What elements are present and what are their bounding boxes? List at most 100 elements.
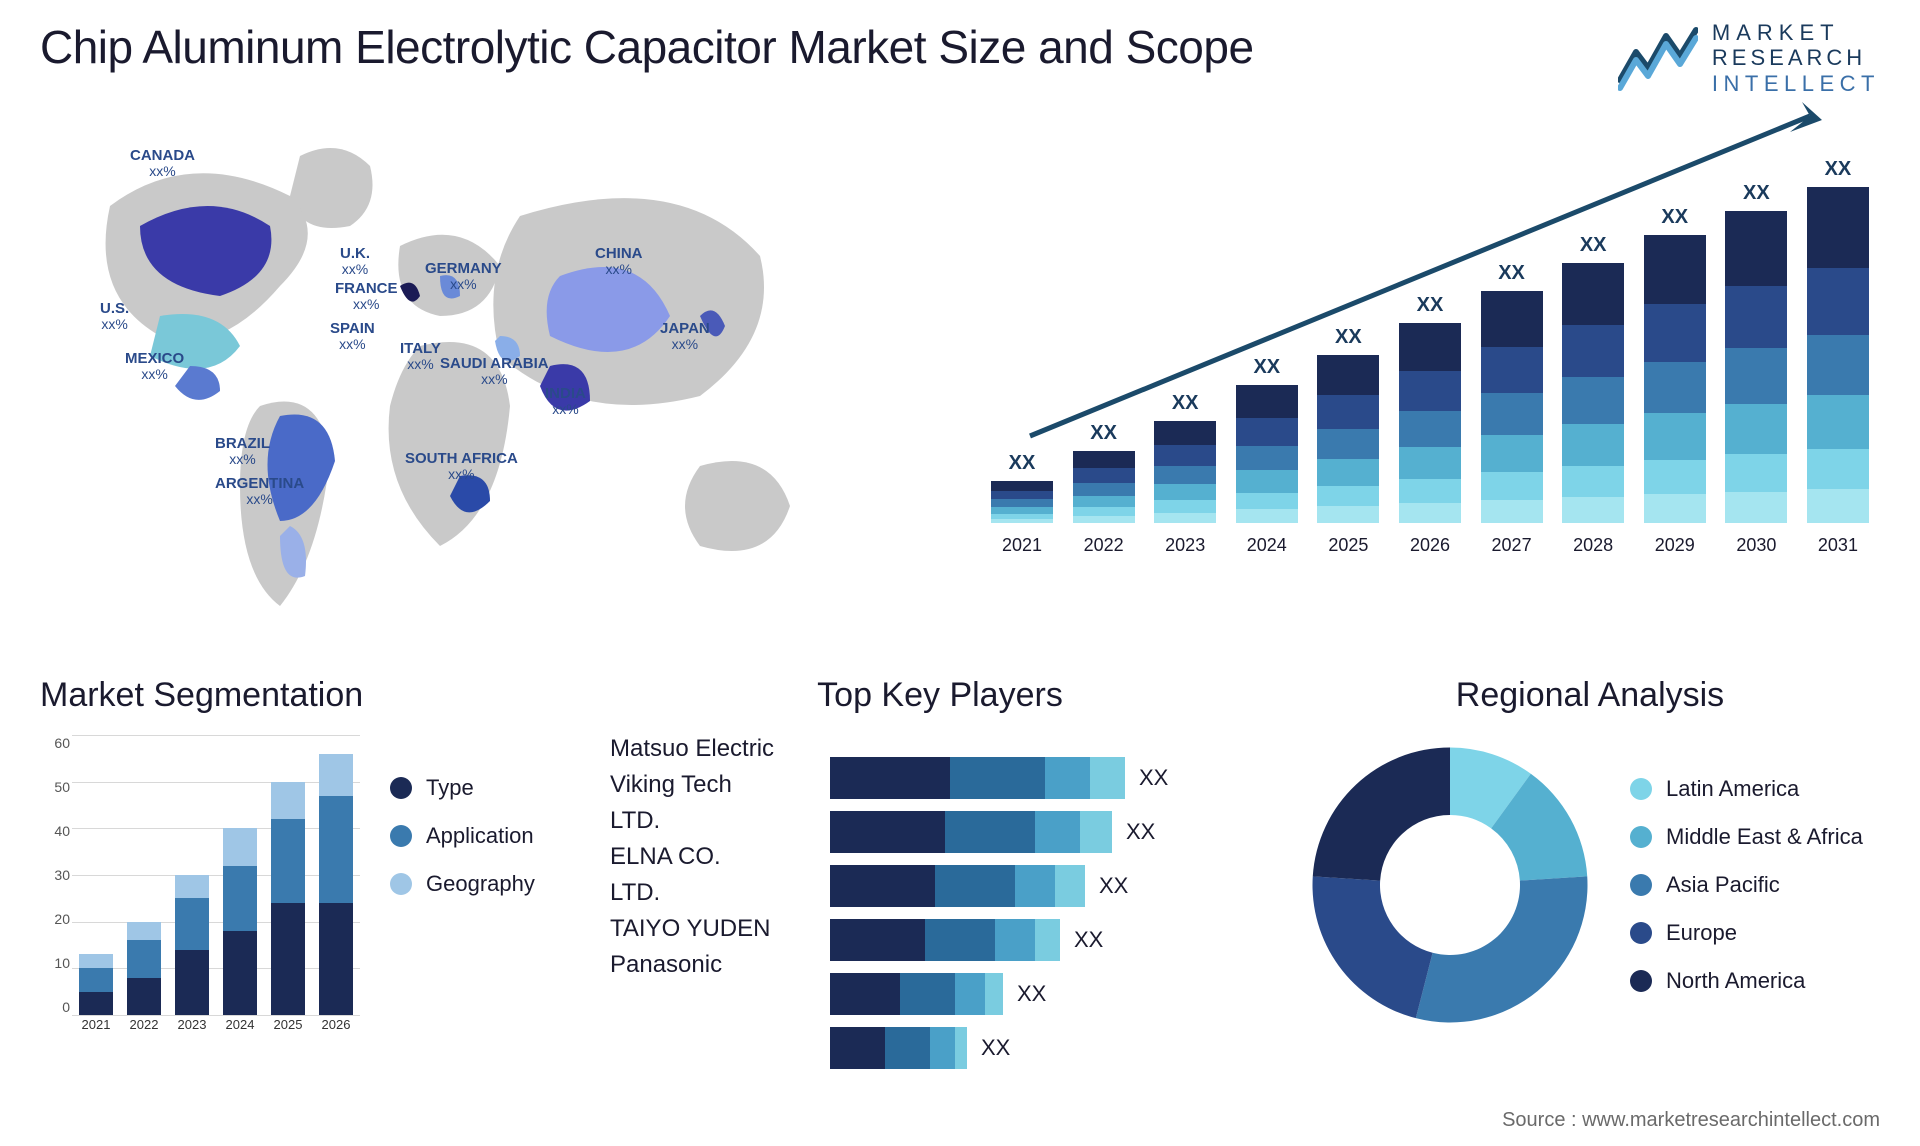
growth-year-label: 2026: [1410, 535, 1450, 556]
growth-chart-panel: XX2021XX2022XX2023XX2024XX2025XX2026XX20…: [980, 126, 1880, 626]
player-bar-row: XX: [830, 811, 1270, 853]
legend-item: North America: [1630, 968, 1863, 994]
growth-column: XX2028: [1561, 234, 1625, 556]
growth-bar-label: XX: [1743, 182, 1770, 205]
regional-title: Regional Analysis: [1300, 676, 1880, 715]
segmentation-chart: 6050403020100 202120222023202420252026: [40, 735, 360, 1045]
page-title: Chip Aluminum Electrolytic Capacitor Mar…: [40, 20, 1254, 74]
legend-item: Type: [390, 775, 535, 801]
x-axis-label: 2025: [274, 1017, 303, 1045]
regional-legend: Latin America Middle East & Africa Asia Pa…: [1630, 776, 1863, 994]
growth-year-label: 2027: [1492, 535, 1532, 556]
players-title: Top Key Players: [610, 676, 1270, 715]
x-axis-label: 2024: [226, 1017, 255, 1045]
player-label: ELNA CO.: [610, 843, 810, 871]
players-labels: Matsuo ElectricViking TechLTD.ELNA CO.LT…: [610, 735, 810, 1069]
regional-panel: Regional Analysis Latin America Middle Ea…: [1300, 676, 1880, 1069]
player-value: XX: [1099, 873, 1128, 899]
map-label: U.K.xx%: [340, 246, 370, 278]
player-label: Panasonic: [610, 951, 810, 979]
legend-item: Asia Pacific: [1630, 872, 1863, 898]
growth-column: XX 2031: [1806, 158, 1870, 556]
seg-column: [319, 754, 353, 1015]
growth-bar-label: XX: [1090, 422, 1117, 445]
player-bar-row: XX: [830, 757, 1270, 799]
map-label: MEXICOxx%: [125, 351, 184, 383]
x-axis-label: 2021: [82, 1017, 111, 1045]
x-axis-label: 2026: [322, 1017, 351, 1045]
x-axis-label: 2022: [130, 1017, 159, 1045]
player-bar-row: XX: [830, 1027, 1270, 1069]
growth-year-label: 2022: [1084, 535, 1124, 556]
players-bars: XX XX XX XX XX XX: [830, 735, 1270, 1069]
growth-year-label: 2021: [1002, 535, 1042, 556]
growth-column: XX 2023: [1153, 392, 1217, 556]
logo-line3: INTELLECT: [1712, 71, 1880, 96]
player-label: Viking Tech: [610, 771, 810, 799]
player-label: TAIYO YUDEN: [610, 915, 810, 943]
player-label: Matsuo Electric: [610, 735, 810, 763]
map-label: CHINAxx%: [595, 246, 643, 278]
seg-column: [127, 922, 161, 1015]
growth-column: XX2025: [1316, 326, 1380, 556]
player-value: XX: [1126, 819, 1155, 845]
growth-bar-label: XX: [1009, 452, 1036, 475]
growth-bar-label: XX: [1335, 326, 1362, 349]
segmentation-title: Market Segmentation: [40, 676, 580, 715]
growth-year-label: 2030: [1736, 535, 1776, 556]
donut-slice: [1313, 747, 1450, 880]
y-axis-tick: 50: [40, 779, 70, 795]
growth-bar-label: XX: [1417, 294, 1444, 317]
growth-bars: XX2021XX2022XX2023XX2024XX2025XX2026XX20…: [980, 176, 1880, 556]
player-bar-row: XX: [830, 919, 1270, 961]
map-label: GERMANYxx%: [425, 261, 502, 293]
growth-year-label: 2024: [1247, 535, 1287, 556]
map-label: JAPANxx%: [660, 321, 710, 353]
growth-bar-label: XX: [1172, 392, 1199, 415]
seg-column: [79, 954, 113, 1015]
growth-column: XX 2030: [1724, 182, 1788, 556]
map-label: BRAZILxx%: [215, 436, 270, 468]
growth-year-label: 2028: [1573, 535, 1613, 556]
player-label: LTD.: [610, 879, 810, 907]
growth-bar-label: XX: [1661, 206, 1688, 229]
y-axis-tick: 10: [40, 955, 70, 971]
map-label: FRANCExx%: [335, 281, 398, 313]
map-label: SAUDI ARABIAxx%: [440, 356, 549, 388]
map-label: SPAINxx%: [330, 321, 375, 353]
map-label: ARGENTINAxx%: [215, 476, 304, 508]
x-axis-label: 2023: [178, 1017, 207, 1045]
y-axis-tick: 40: [40, 823, 70, 839]
logo-icon: [1618, 22, 1698, 94]
growth-year-label: 2023: [1165, 535, 1205, 556]
growth-bar-label: XX: [1825, 158, 1852, 181]
legend-item: Middle East & Africa: [1630, 824, 1863, 850]
map-label: ITALYxx%: [400, 341, 441, 373]
legend-item: Latin America: [1630, 776, 1863, 802]
y-axis-tick: 60: [40, 735, 70, 751]
growth-column: XX 2022: [1072, 422, 1136, 556]
growth-column: XX2029: [1643, 206, 1707, 556]
growth-year-label: 2031: [1818, 535, 1858, 556]
player-value: XX: [981, 1035, 1010, 1061]
key-players-panel: Top Key Players Matsuo Electric Viking Te…: [610, 676, 1270, 1069]
player-value: XX: [1074, 927, 1103, 953]
growth-column: XX 2026: [1398, 294, 1462, 556]
seg-column: [175, 875, 209, 1015]
regional-donut: [1300, 735, 1600, 1035]
source-attribution: Source : www.marketresearchintellect.com: [1502, 1109, 1880, 1132]
logo-line2: RESEARCH: [1712, 45, 1880, 70]
donut-slice: [1313, 876, 1433, 1018]
y-axis-tick: 20: [40, 911, 70, 927]
player-value: XX: [1139, 765, 1168, 791]
player-bar-row: XX: [830, 973, 1270, 1015]
player-value: XX: [1017, 981, 1046, 1007]
map-label: INDIAxx%: [545, 386, 586, 418]
seg-column: [271, 782, 305, 1015]
map-label: U.S.xx%: [100, 301, 129, 333]
world-map-panel: CANADAxx%U.S.xx%MEXICOxx%U.K.xx%FRANCExx…: [40, 126, 940, 626]
growth-column: XX 2021: [990, 452, 1054, 556]
logo-line1: MARKET: [1712, 20, 1880, 45]
brand-logo: MARKET RESEARCH INTELLECT: [1618, 20, 1880, 96]
legend-item: Geography: [390, 871, 535, 897]
